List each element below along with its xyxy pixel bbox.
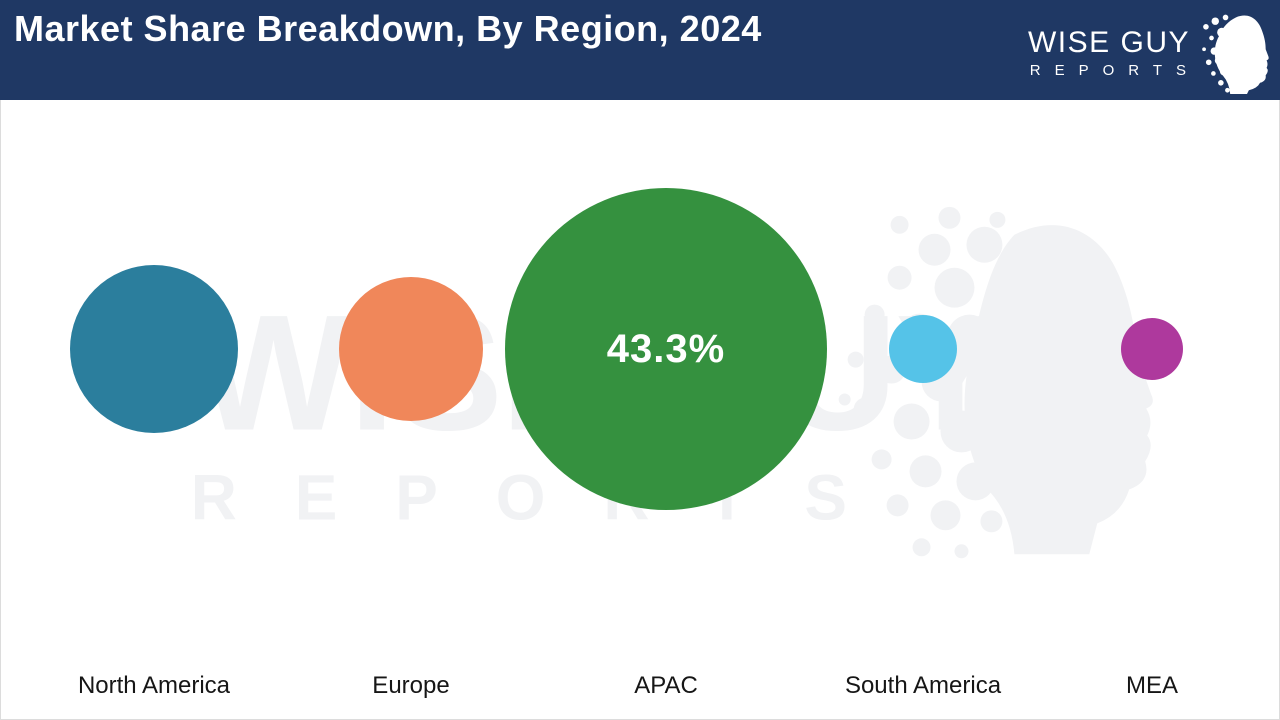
bubble-mea	[1121, 318, 1183, 380]
bubble-north-america	[70, 265, 238, 433]
chart-area: WISE GUY REPORTS 43.	[0, 100, 1280, 720]
logo-wordmark: WISE GUY REPORTS	[1028, 26, 1190, 79]
bubble-apac: 43.3%	[505, 188, 827, 510]
region-label-apac: APAC	[634, 672, 698, 699]
page-title: Market Share Breakdown, By Region, 2024	[14, 8, 762, 49]
logo-brand-subtitle: REPORTS	[1029, 61, 1200, 79]
bubble-europe	[339, 277, 483, 421]
header: Market Share Breakdown, By Region, 2024 …	[0, 0, 1280, 100]
region-label-south-america: South America	[844, 672, 1002, 699]
wiseguy-logo: WISE GUY REPORTS	[1028, 10, 1272, 94]
bubble-south-america	[889, 315, 957, 383]
watermark-head	[838, 206, 1153, 559]
bubble-value-label: 43.3%	[606, 326, 726, 371]
watermark-reports: REPORTS	[191, 461, 905, 533]
region-label-europe: Europe	[372, 672, 450, 699]
head-silhouette-icon	[1202, 14, 1269, 94]
region-label-mea: MEA	[1125, 672, 1179, 699]
logo-brand-name: WISE GUY	[1027, 25, 1190, 59]
region-label-north-america: North America	[77, 672, 231, 699]
